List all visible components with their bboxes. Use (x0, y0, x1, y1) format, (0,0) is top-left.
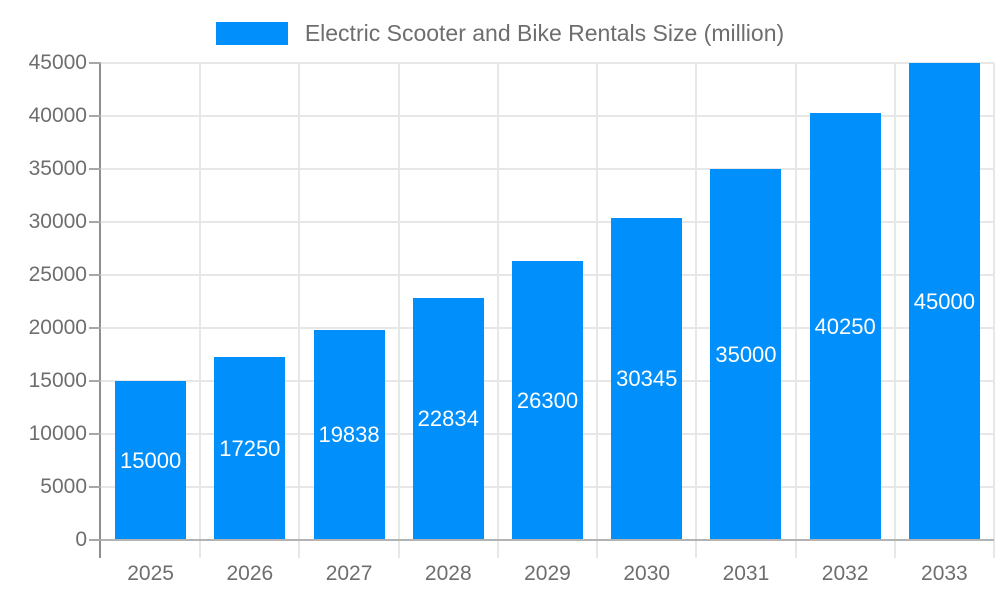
y-axis-label: 5000 (40, 475, 87, 498)
bar-value-label: 30345 (616, 366, 678, 392)
bar (908, 63, 980, 540)
bar-value-label: 22834 (417, 405, 479, 431)
y-axis-label: 25000 (28, 263, 87, 286)
bar (512, 261, 583, 540)
v-gridline (893, 63, 896, 558)
bar (611, 218, 683, 540)
bar (412, 297, 484, 540)
v-gridline (496, 63, 499, 558)
h-gridline (101, 115, 994, 117)
bar (313, 329, 385, 540)
bar-value-label: 15000 (120, 447, 182, 473)
y-axis-label: 40000 (28, 104, 87, 127)
h-gridline (101, 168, 994, 170)
legend-swatch-icon (215, 22, 288, 45)
bar (214, 357, 286, 540)
y-axis-label: 15000 (28, 369, 87, 392)
v-gridline (695, 63, 698, 558)
x-axis-label: 2029 (524, 562, 571, 585)
x-axis-label: 2028 (424, 562, 472, 585)
x-axis-label: 2025 (127, 562, 174, 585)
y-axis-line (99, 63, 101, 558)
y-axis-label: 20000 (28, 316, 87, 339)
x-axis-label: 2032 (821, 562, 869, 585)
y-axis-label: 30000 (28, 210, 87, 233)
bar-value-label: 17250 (219, 435, 281, 461)
v-gridline (397, 63, 400, 558)
v-gridline (298, 63, 301, 558)
x-axis-label: 2033 (921, 562, 968, 585)
bar-value-label: 40250 (814, 313, 876, 339)
y-axis-label: 0 (75, 528, 87, 551)
x-axis-label: 2027 (325, 562, 373, 585)
x-axis-label: 2031 (722, 562, 770, 585)
bar-value-label: 35000 (715, 341, 777, 367)
bar (115, 381, 187, 540)
bar-value-label: 26300 (516, 387, 579, 413)
bar-value-label: 45000 (913, 288, 975, 314)
v-gridline (794, 63, 797, 558)
y-tick (89, 62, 101, 64)
y-tick (89, 486, 101, 488)
y-tick (89, 274, 101, 276)
h-gridline (101, 221, 994, 223)
y-tick (89, 380, 101, 382)
v-gridline (993, 63, 995, 558)
y-tick (89, 433, 101, 435)
bar (809, 113, 881, 540)
bar (710, 169, 782, 540)
y-tick (89, 221, 101, 223)
y-axis-label: 35000 (28, 157, 87, 180)
bar-value-label: 19838 (318, 421, 380, 447)
x-axis-line (99, 539, 994, 541)
legend-item[interactable]: Electric Scooter and Bike Rentals Size (… (0, 20, 1000, 46)
h-gridline (101, 62, 994, 64)
y-tick (89, 168, 101, 170)
y-axis-label: 10000 (28, 422, 87, 445)
x-axis-label: 2026 (226, 562, 274, 585)
v-gridline (199, 63, 202, 558)
legend-label: Electric Scooter and Bike Rentals Size (… (304, 20, 785, 46)
y-tick (89, 327, 101, 329)
y-tick (89, 539, 101, 541)
x-axis-label: 2030 (623, 562, 671, 585)
v-gridline (596, 63, 599, 558)
y-tick (89, 115, 101, 117)
y-axis-label: 45000 (28, 51, 87, 74)
